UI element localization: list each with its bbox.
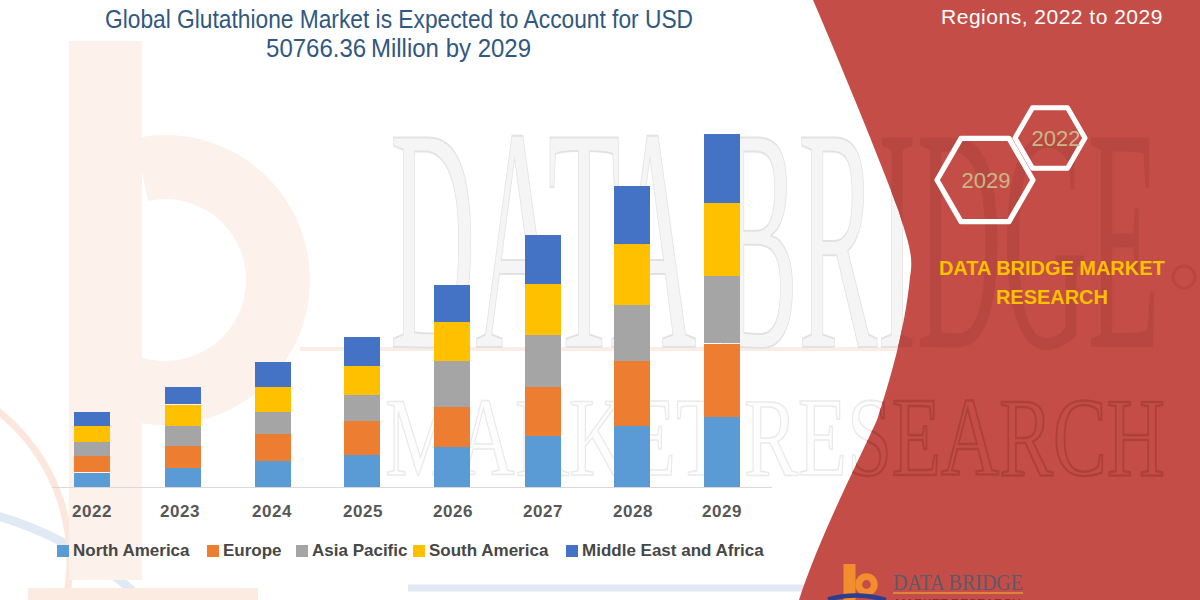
svg-text:DATA BRIDGE: DATA BRIDGE (893, 569, 1023, 595)
